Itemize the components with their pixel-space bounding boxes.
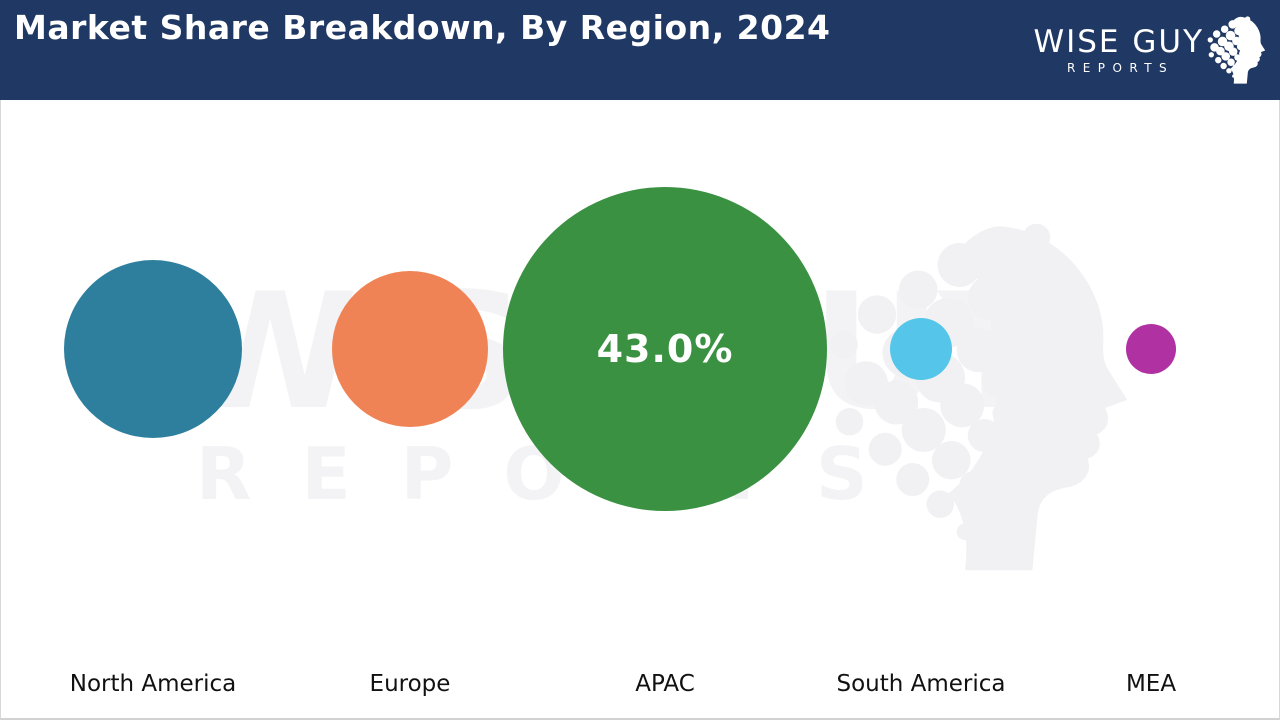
bubble-north-america	[64, 260, 242, 438]
bubble-europe	[332, 271, 488, 427]
header-bar: Market Share Breakdown, By Region, 2024 …	[0, 0, 1280, 100]
logo-tagline-text: REPORTS	[1066, 60, 1175, 75]
bubble-apac: 43.0%	[503, 187, 827, 511]
logo-text-block: WISE GUY REPORTS	[1033, 25, 1204, 74]
page-title: Market Share Breakdown, By Region, 2024	[14, 8, 831, 47]
bubble-mea	[1126, 324, 1176, 374]
wiseguy-logo: WISE GUY REPORTS	[1033, 6, 1270, 94]
bubble-value-label-apac: 43.0%	[596, 327, 734, 371]
bubble-south-america	[890, 318, 952, 380]
head-profile-dots-icon	[1206, 11, 1270, 89]
logo-brand-text: WISE GUY	[1033, 24, 1204, 61]
